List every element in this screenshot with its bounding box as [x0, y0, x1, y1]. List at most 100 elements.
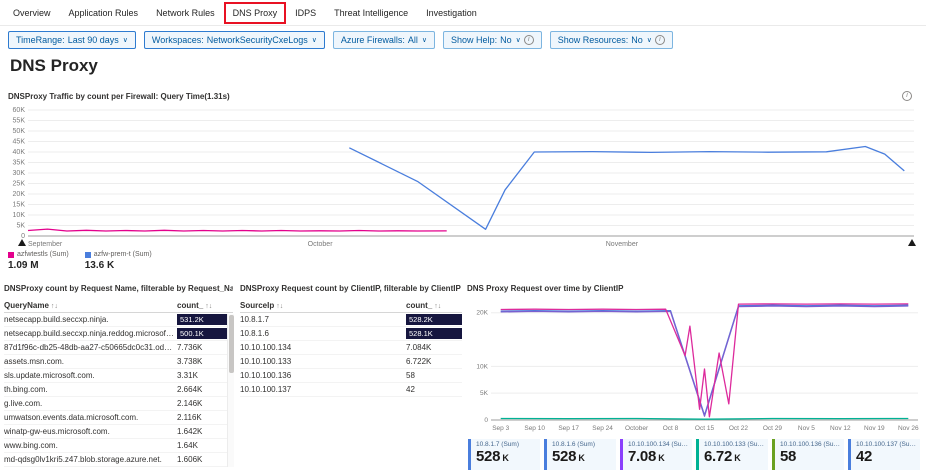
table-row[interactable]: umwatson.events.data.microsoft.com. 2.116… — [4, 411, 233, 425]
table-row[interactable]: 10.10.100.137 42 — [240, 383, 462, 397]
column-header[interactable]: QueryName — [4, 300, 49, 310]
traffic-chart-legend: azfwtestls (Sum) 1.09 M azfw-prem-t (Sum… — [8, 251, 152, 271]
traffic-chart[interactable]: 60K 55K 50K 45K 40K 35K 30K 25K 20K 15K 10K 5K 0Sept… — [0, 104, 926, 252]
table-row[interactable]: 87d1f96c-db25-48db-aa27-c50665dc0c31.ods… — [4, 341, 233, 355]
metric-tile[interactable]: 10.10.100.136 (Sum) 58 — [772, 439, 844, 470]
workspaces-filter[interactable]: Workspaces: NetworkSecurityCxeLogs ∨ — [143, 31, 325, 49]
x-tick-label: Oct 22 — [729, 425, 749, 432]
series-total: 1.09 M — [8, 260, 39, 271]
clientip-time-chart[interactable]: 20K 10K 5K 0 Sep 3 Sep 10 Sep 17 Sep 24 October O… — [467, 294, 926, 436]
cell-key: netsecapp.build.seccxp.ninja.reddog.micr… — [4, 329, 177, 338]
tile-title: 10.10.100.136 (Sum) — [780, 441, 841, 448]
y-tick-label: 15K — [13, 202, 26, 209]
table-row[interactable]: g.live.com. 2.146K — [4, 397, 233, 411]
scrollbar[interactable] — [227, 314, 234, 467]
series-line-azfwtestls-sum-[interactable] — [27, 228, 447, 232]
series-line-10.10.100.134[interactable] — [500, 303, 909, 418]
table-row[interactable]: 10.8.1.6 528.1K — [240, 327, 462, 341]
table-row[interactable]: netsecapp.build.seccxp.ninja. 531.2K — [4, 313, 233, 327]
y-tick-label: 25K — [13, 181, 26, 188]
tile-title: 10.10.100.137 (Sum) — [856, 441, 917, 448]
table-row[interactable]: 10.10.100.134 7.084K — [240, 341, 462, 355]
table-row[interactable]: 10.10.100.133 6.722K — [240, 355, 462, 369]
series-name: azfwtestls (Sum) — [17, 251, 69, 258]
y-tick-label: 50K — [13, 128, 26, 135]
cell-count: 3.31K — [177, 371, 198, 380]
info-icon[interactable]: i — [902, 91, 912, 101]
cell-key: sls.update.microsoft.com. — [4, 371, 95, 380]
series-line-10.8.1.6[interactable] — [500, 305, 909, 417]
sort-icon[interactable]: ↑↓ — [50, 302, 58, 310]
time-range-filter[interactable]: TimeRange: Last 90 days ∨ — [8, 31, 136, 49]
cell-key: md-qdsg0lv1kri5.z47.blob.storage.azure.n… — [4, 455, 162, 464]
cell-count: 58 — [406, 371, 415, 380]
metric-tile[interactable]: 10.8.1.6 (Sum) 528 K — [544, 439, 616, 470]
tab-investigation[interactable]: Investigation — [426, 7, 477, 18]
tile-unit: K — [732, 453, 741, 463]
tile-value: 528 K — [552, 448, 585, 465]
column-header[interactable]: count_ — [177, 300, 204, 310]
info-icon[interactable]: i — [523, 35, 534, 45]
y-tick-label: 55K — [13, 118, 26, 125]
table-row[interactable]: 10.10.100.136 58 — [240, 369, 462, 383]
clientip-time-panel: DNS Proxy Request over time by ClientIP — [467, 283, 926, 294]
metric-tile[interactable]: 10.10.100.134 (Sum) 7.08 K — [620, 439, 692, 470]
table-header[interactable]: SourceIp ↑↓ count_ ↑↓ — [240, 298, 462, 313]
scrollbar-thumb[interactable] — [229, 315, 234, 373]
x-tick-label: Sep 3 — [492, 425, 509, 432]
column-header[interactable]: count_ — [406, 300, 433, 310]
y-tick-label: 20K — [476, 310, 488, 317]
x-tick-label: Nov 12 — [830, 425, 851, 432]
sort-icon[interactable]: ↑↓ — [276, 302, 284, 310]
filter-label: Workspaces: — [151, 35, 204, 45]
table-row[interactable]: 10.8.1.7 528.2K — [240, 313, 462, 327]
show-help-filter[interactable]: Show Help: No ∨ i — [443, 31, 542, 49]
table-row[interactable]: th.bing.com. 2.664K — [4, 383, 233, 397]
azure-firewalls-filter[interactable]: Azure Firewalls: All ∨ — [332, 31, 436, 49]
metric-tile[interactable]: 10.10.100.137 (Sum) 42 — [848, 439, 920, 470]
y-tick-label: 45K — [13, 139, 26, 146]
metric-tile[interactable]: 10.10.100.133 (Sum) 6.72 K — [696, 439, 768, 470]
tab-network-rules[interactable]: Network Rules — [156, 7, 215, 18]
series-line-10.8.1.7[interactable] — [500, 304, 909, 416]
cell-key: th.bing.com. — [4, 385, 48, 394]
cell-count: 7.736K — [177, 343, 203, 352]
time-brush-handle-icon[interactable] — [908, 239, 916, 246]
table-row[interactable]: www.bing.com. 1.64K — [4, 439, 233, 453]
column-header[interactable]: SourceIp — [240, 300, 275, 310]
show-resources-filter[interactable]: Show Resources: No ∨ i — [549, 31, 673, 49]
tile-unit: K — [656, 453, 665, 463]
series-swatch — [8, 251, 14, 258]
x-tick-label: Sep 17 — [558, 425, 579, 432]
metric-tile[interactable]: 10.8.1.7 (Sum) 528 K — [468, 439, 540, 470]
tab-application-rules[interactable]: Application Rules — [68, 7, 139, 18]
cell-count: 2.146K — [177, 399, 203, 408]
cell-count: 528.2K — [406, 314, 462, 325]
table-row[interactable]: assets.msn.com. 3.738K — [4, 355, 233, 369]
tab-idps[interactable]: IDPS — [295, 7, 317, 18]
filter-value: No — [500, 35, 512, 45]
series-line-10.10.100.133[interactable] — [500, 417, 909, 420]
table-header[interactable]: QueryName ↑↓ count_ ↑↓ — [4, 298, 233, 313]
time-brush-handle-icon[interactable] — [18, 239, 26, 246]
page-title: DNS Proxy — [10, 56, 98, 75]
table-row[interactable]: sls.update.microsoft.com. 3.31K — [4, 369, 233, 383]
request-name-table-body: netsecapp.build.seccxp.ninja. 531.2K netse… — [4, 313, 233, 467]
y-tick-label: 30K — [13, 170, 26, 177]
sort-icon[interactable]: ↑↓ — [434, 302, 442, 310]
count-bar: 528.1K — [406, 328, 462, 339]
series-line-azfw-prem-t-sum-[interactable] — [349, 145, 905, 230]
tab-dns-proxy[interactable]: DNS Proxy — [223, 1, 287, 24]
sort-icon[interactable]: ↑↓ — [205, 302, 213, 310]
cell-count: 42 — [406, 385, 415, 394]
tab-threat-intelligence[interactable]: Threat Intelligence — [334, 7, 409, 18]
tab-overview[interactable]: Overview — [13, 7, 51, 18]
chevron-down-icon: ∨ — [421, 37, 428, 44]
table-row[interactable]: md-qdsg0lv1kri5.z47.blob.storage.azure.n… — [4, 453, 233, 467]
table-row[interactable]: netsecapp.build.seccxp.ninja.reddog.micr… — [4, 327, 233, 341]
cell-key: 10.10.100.133 — [240, 357, 292, 366]
x-tick-label: November — [606, 241, 639, 248]
table-row[interactable]: winatp-gw-eus.microsoft.com. 1.642K — [4, 425, 233, 439]
info-icon[interactable]: i — [654, 35, 665, 45]
request-name-panel: DNSProxy count by Request Name, filterab… — [4, 283, 234, 467]
